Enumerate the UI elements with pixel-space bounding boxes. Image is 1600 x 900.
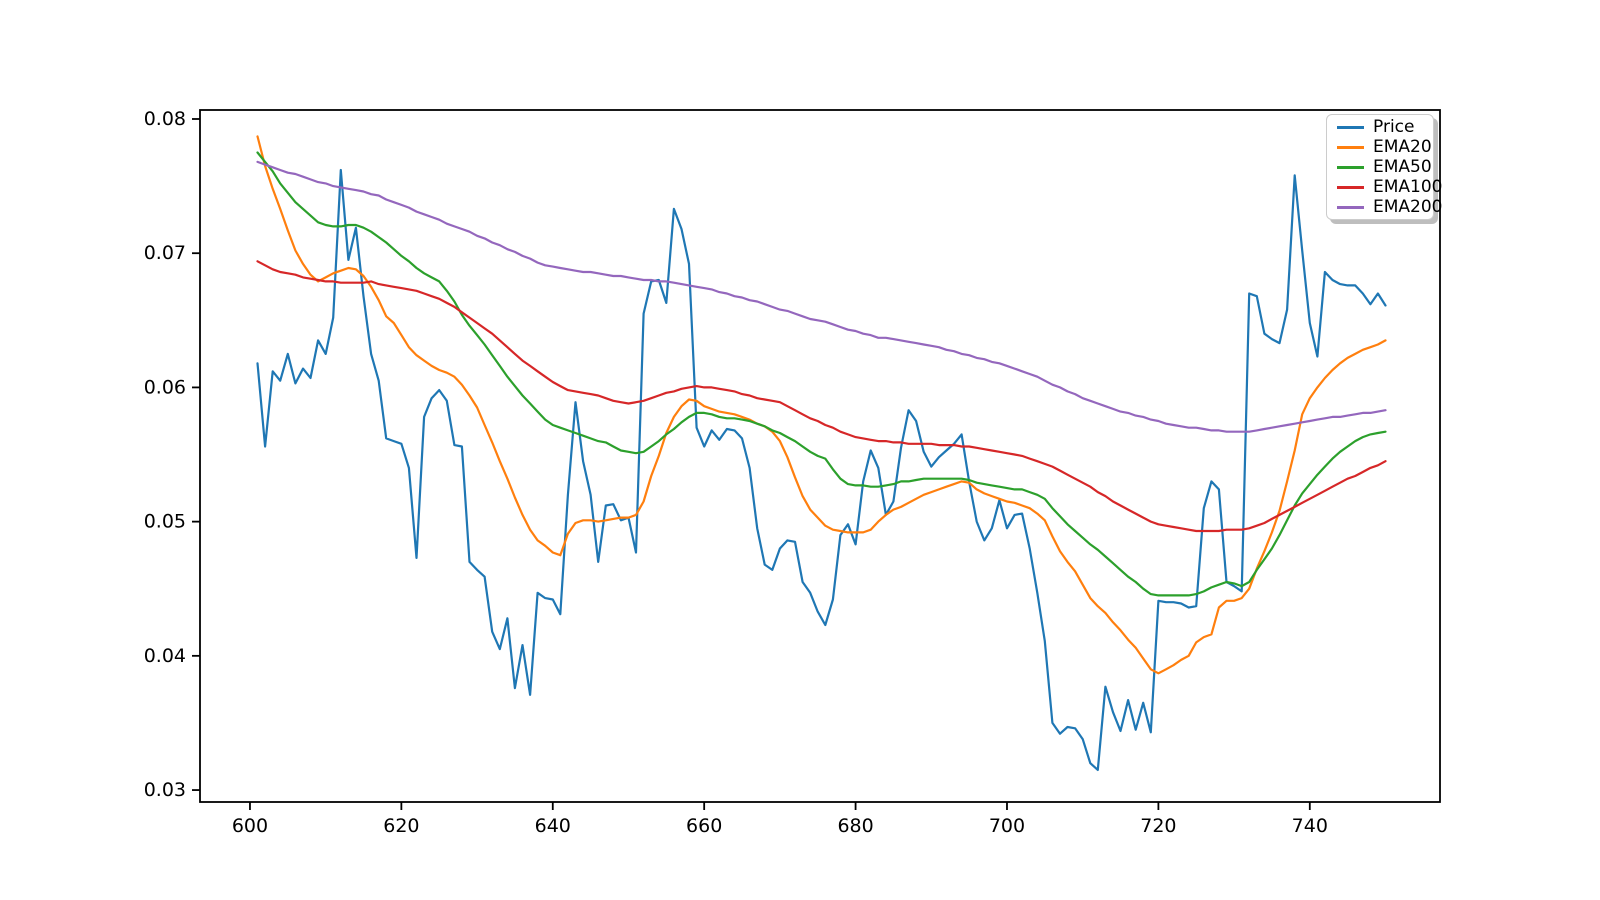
x-tick-label: 660 xyxy=(686,815,722,837)
x-tick-label: 740 xyxy=(1292,815,1328,837)
legend-item-ema50: EMA50 xyxy=(1337,156,1433,177)
x-tick-label: 640 xyxy=(535,815,571,837)
legend-label-ema200: EMA200 xyxy=(1373,196,1443,217)
legend-label-price: Price xyxy=(1373,116,1415,137)
price-line-swatch-icon xyxy=(1337,125,1364,129)
y-tick-label: 0.07 xyxy=(144,242,186,264)
ema200-line-swatch-icon xyxy=(1337,205,1364,209)
x-tick-label: 600 xyxy=(232,815,268,837)
x-axis: 600 620 640 660 680 700 720 740 xyxy=(232,802,1328,837)
ema50-line-swatch-icon xyxy=(1337,165,1364,169)
legend: Price EMA20 EMA50 EMA100 EMA200 xyxy=(1326,114,1443,220)
series-line-ema20 xyxy=(256,135,1387,675)
x-tick-label: 620 xyxy=(383,815,419,837)
series-line-ema50 xyxy=(256,151,1387,597)
legend-item-ema100: EMA100 xyxy=(1337,178,1443,196)
series-line-price xyxy=(256,168,1387,772)
legend-item-price: Price xyxy=(1337,116,1433,137)
ema20-line-swatch-icon xyxy=(1337,145,1364,149)
x-tick-label: 680 xyxy=(837,815,873,837)
plot-border xyxy=(199,109,1441,803)
series-line-ema200 xyxy=(256,160,1387,433)
legend-label-ema20: EMA20 xyxy=(1373,136,1432,157)
y-tick-label: 0.08 xyxy=(144,108,186,130)
legend-label-ema50: EMA50 xyxy=(1373,156,1432,177)
y-tick-label: 0.06 xyxy=(144,376,186,398)
y-tick-label: 0.04 xyxy=(144,645,186,667)
legend-label-ema100: EMA100 xyxy=(1373,176,1443,197)
plot-lines xyxy=(256,135,1387,772)
legend-item-ema20: EMA20 xyxy=(1337,136,1433,157)
x-tick-label: 700 xyxy=(989,815,1025,837)
x-tick-label: 720 xyxy=(1140,815,1176,837)
y-tick-label: 0.05 xyxy=(144,511,186,533)
series-line-ema100 xyxy=(256,260,1387,533)
y-axis: 0.03 0.04 0.05 0.06 0.07 0.08 xyxy=(144,108,200,801)
ema100-line-swatch-icon xyxy=(1337,185,1364,189)
legend-item-ema200: EMA200 xyxy=(1337,198,1443,216)
y-tick-label: 0.03 xyxy=(144,779,186,801)
